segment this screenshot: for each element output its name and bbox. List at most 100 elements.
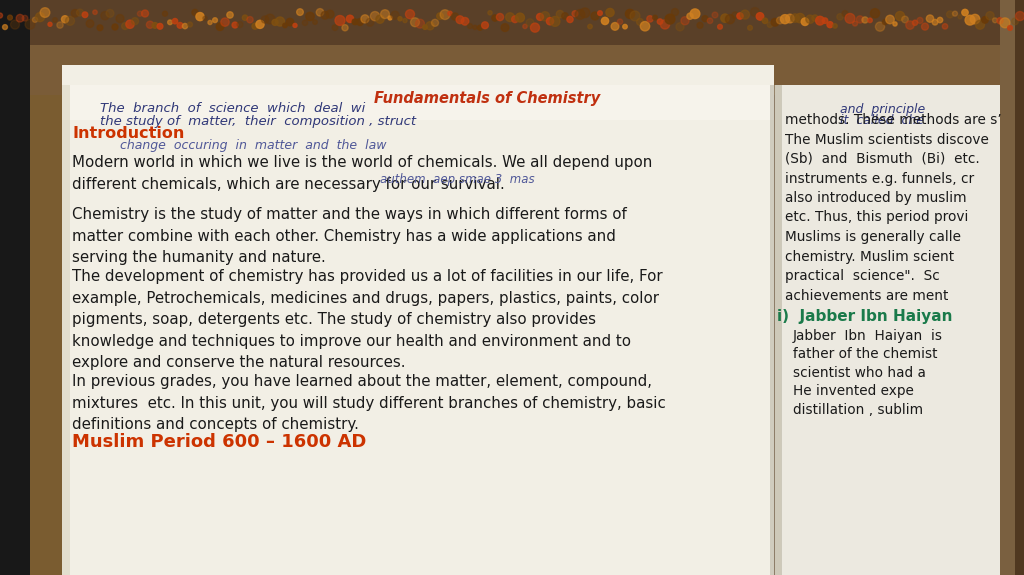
- Circle shape: [862, 17, 868, 23]
- Circle shape: [52, 18, 57, 22]
- Circle shape: [293, 24, 297, 28]
- Circle shape: [82, 12, 88, 18]
- Circle shape: [962, 9, 969, 16]
- Circle shape: [701, 16, 708, 22]
- Circle shape: [168, 20, 172, 25]
- Circle shape: [812, 15, 818, 21]
- FancyBboxPatch shape: [62, 65, 774, 115]
- Text: achievements are ment: achievements are ment: [785, 289, 948, 302]
- Circle shape: [785, 14, 795, 23]
- Circle shape: [297, 9, 303, 16]
- Circle shape: [1012, 18, 1019, 25]
- Circle shape: [40, 7, 50, 17]
- Text: change  occuring  in  matter  and  the  law: change occuring in matter and the law: [120, 140, 386, 152]
- Circle shape: [326, 10, 334, 18]
- Circle shape: [623, 24, 628, 29]
- Bar: [62, 85, 774, 575]
- Circle shape: [937, 17, 943, 23]
- Circle shape: [515, 13, 524, 22]
- Circle shape: [312, 20, 317, 24]
- Text: Fundamentals of Chemistry: Fundamentals of Chemistry: [374, 90, 600, 105]
- Circle shape: [116, 14, 124, 22]
- Circle shape: [411, 18, 420, 26]
- Text: it  called  che: it called che: [840, 114, 924, 128]
- Circle shape: [0, 13, 2, 18]
- Circle shape: [588, 24, 592, 29]
- Circle shape: [232, 22, 238, 28]
- Text: The development of chemistry has provided us a lot of facilities in our life, Fo: The development of chemistry has provide…: [72, 269, 663, 370]
- Circle shape: [335, 16, 345, 25]
- Circle shape: [556, 10, 564, 18]
- Circle shape: [681, 17, 689, 25]
- Text: authem  aep smae 3  mas: authem aep smae 3 mas: [380, 174, 535, 186]
- Circle shape: [690, 9, 699, 18]
- Circle shape: [283, 23, 288, 28]
- Circle shape: [213, 18, 217, 22]
- Circle shape: [126, 20, 134, 28]
- Circle shape: [523, 24, 527, 29]
- Circle shape: [718, 24, 722, 29]
- Circle shape: [970, 14, 980, 24]
- Text: Muslim Period 600 – 1600 AD: Muslim Period 600 – 1600 AD: [72, 433, 367, 451]
- Circle shape: [122, 22, 128, 29]
- Circle shape: [652, 16, 657, 20]
- Circle shape: [992, 18, 997, 23]
- Circle shape: [256, 20, 264, 28]
- Text: He invented expe: He invented expe: [793, 385, 913, 398]
- Circle shape: [1008, 25, 1013, 30]
- Circle shape: [436, 13, 443, 20]
- Circle shape: [10, 20, 19, 29]
- Bar: [775, 85, 781, 575]
- Text: father of the chemist: father of the chemist: [793, 347, 938, 362]
- Circle shape: [932, 20, 938, 25]
- Circle shape: [208, 20, 212, 25]
- Bar: [775, 85, 1000, 575]
- Bar: [1000, 0, 1024, 575]
- Circle shape: [243, 15, 248, 20]
- Text: distillation , sublim: distillation , sublim: [793, 403, 923, 417]
- Circle shape: [976, 20, 984, 29]
- Circle shape: [567, 16, 573, 22]
- Circle shape: [172, 18, 178, 24]
- Text: Modern world in which we live is the world of chemicals. We all depend upon
diff: Modern world in which we live is the wor…: [72, 155, 652, 191]
- Circle shape: [687, 13, 693, 20]
- Text: and  principle: and principle: [840, 102, 926, 116]
- Bar: [0, 0, 1024, 45]
- Circle shape: [842, 10, 848, 17]
- Circle shape: [657, 19, 663, 24]
- Text: The Muslim scientists discove: The Muslim scientists discove: [785, 132, 989, 147]
- Circle shape: [721, 14, 729, 22]
- Circle shape: [440, 10, 450, 20]
- Circle shape: [562, 13, 568, 20]
- Bar: [62, 85, 774, 120]
- Circle shape: [952, 11, 957, 16]
- Circle shape: [426, 22, 434, 30]
- Circle shape: [737, 13, 743, 19]
- Circle shape: [473, 25, 477, 29]
- Circle shape: [906, 21, 914, 29]
- Circle shape: [265, 14, 274, 24]
- Circle shape: [141, 10, 148, 17]
- Circle shape: [767, 22, 773, 28]
- Circle shape: [203, 16, 207, 20]
- Circle shape: [461, 17, 469, 25]
- Circle shape: [801, 18, 809, 25]
- Circle shape: [1016, 12, 1024, 21]
- Circle shape: [791, 14, 800, 22]
- Circle shape: [751, 7, 760, 17]
- Text: Muslims is generally calle: Muslims is generally calle: [785, 230, 961, 244]
- Circle shape: [665, 14, 675, 24]
- Circle shape: [406, 10, 415, 19]
- Circle shape: [468, 24, 472, 29]
- Circle shape: [506, 13, 514, 22]
- Circle shape: [598, 11, 602, 16]
- Circle shape: [66, 16, 75, 25]
- Circle shape: [822, 18, 827, 24]
- Circle shape: [611, 22, 618, 30]
- Text: In previous grades, you have learned about the matter, element, compound,
mixtur: In previous grades, you have learned abo…: [72, 374, 666, 432]
- Circle shape: [360, 15, 369, 23]
- Circle shape: [100, 12, 110, 20]
- Circle shape: [272, 20, 279, 25]
- Circle shape: [48, 22, 52, 26]
- Circle shape: [537, 13, 544, 20]
